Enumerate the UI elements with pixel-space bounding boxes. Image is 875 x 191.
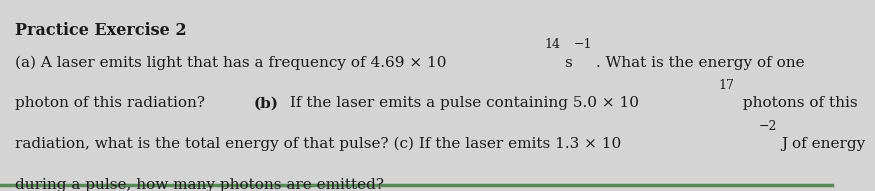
Text: s: s [564, 56, 571, 70]
Text: 17: 17 [718, 79, 734, 92]
Text: 14: 14 [544, 38, 560, 51]
Text: −1: −1 [573, 38, 592, 51]
Text: (b): (b) [254, 96, 279, 110]
Text: photons of this: photons of this [738, 96, 858, 110]
Text: during a pulse, how many photons are emitted?: during a pulse, how many photons are emi… [15, 178, 384, 191]
Text: . What is the energy of one: . What is the energy of one [596, 56, 804, 70]
Text: If the laser emits a pulse containing 5.0 × 10: If the laser emits a pulse containing 5.… [284, 96, 639, 110]
Text: Practice Exercise 2: Practice Exercise 2 [15, 22, 186, 39]
Text: photon of this radiation?: photon of this radiation? [15, 96, 210, 110]
Text: J of energy: J of energy [780, 137, 865, 151]
Text: (a) A laser emits light that has a frequency of 4.69 × 10: (a) A laser emits light that has a frequ… [15, 55, 446, 70]
Text: −2: −2 [759, 120, 777, 133]
Text: radiation, what is the total energy of that pulse? (c) If the laser emits 1.3 × : radiation, what is the total energy of t… [15, 137, 621, 151]
